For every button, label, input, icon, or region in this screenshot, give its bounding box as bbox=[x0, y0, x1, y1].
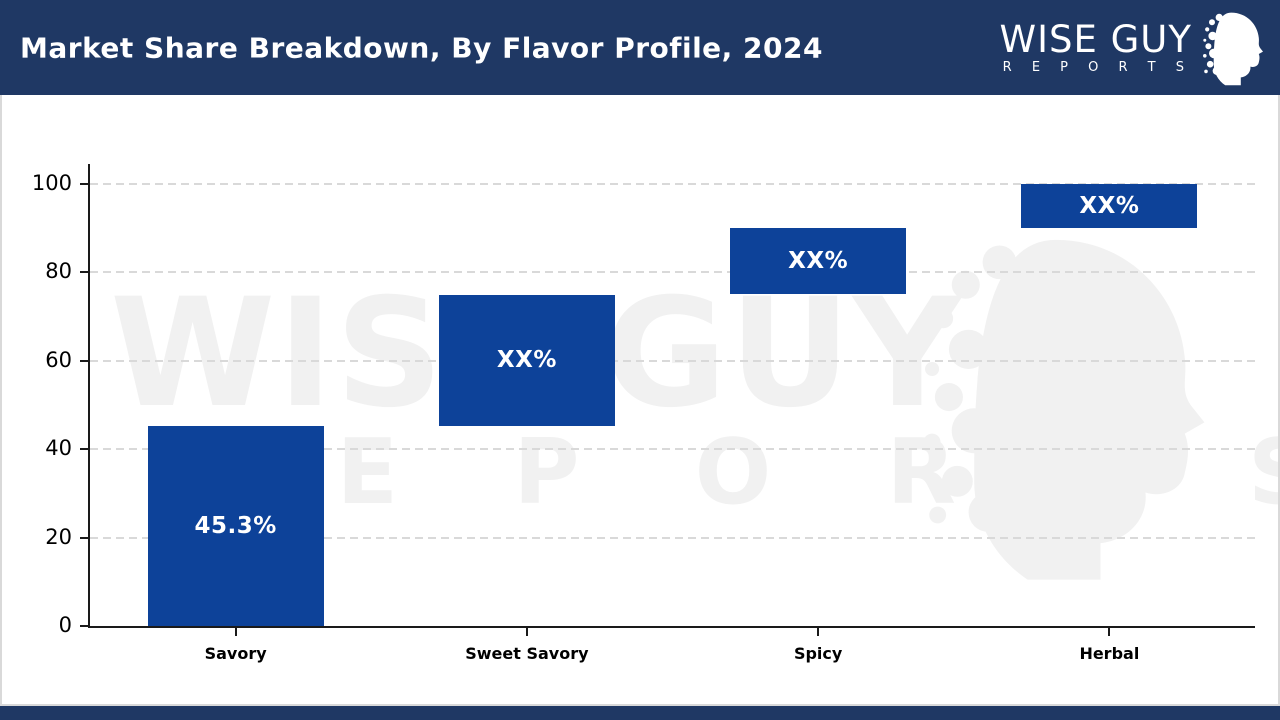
bar-sweet-savory: XX% bbox=[438, 294, 615, 426]
plot: 0 20 40 60 80 100 45.3% Savory XX% Sweet Savory XX… bbox=[2, 95, 1278, 704]
y-tick-label-80: 80 bbox=[45, 259, 72, 284]
gridline-100 bbox=[90, 183, 1255, 185]
y-tickmark-100 bbox=[80, 183, 88, 185]
head-silhouette-icon bbox=[1194, 8, 1266, 88]
bar-value-label-herbal: XX% bbox=[1079, 193, 1140, 220]
category-label-herbal: Herbal bbox=[1079, 644, 1140, 663]
chart-area: WISE GUY R E P O R T S 0 20 40 60 80 100 45.3%… bbox=[0, 95, 1280, 706]
x-tickmark-herbal bbox=[1108, 628, 1111, 636]
y-axis bbox=[88, 164, 90, 628]
x-tickmark-savory bbox=[234, 628, 237, 636]
footer-bar bbox=[0, 706, 1280, 720]
category-label-spicy: Spicy bbox=[793, 644, 843, 663]
bar-savory: 45.3% bbox=[147, 425, 324, 626]
category-label-sweet-savory: Sweet Savory bbox=[465, 644, 589, 663]
y-tick-label-60: 60 bbox=[45, 347, 72, 372]
y-tick-label-100: 100 bbox=[31, 171, 72, 195]
bar-value-label-spicy: XX% bbox=[788, 248, 849, 275]
gridline-80 bbox=[90, 271, 1255, 274]
x-axis bbox=[88, 626, 1255, 628]
gridline-20 bbox=[90, 536, 1255, 539]
y-tickmark-20 bbox=[80, 536, 88, 539]
x-tickmark-sweet-savory bbox=[525, 628, 528, 636]
bar-herbal: XX% bbox=[1021, 184, 1198, 229]
logo-subtitle: R E P O R T S bbox=[1002, 60, 1192, 76]
category-label-savory: Savory bbox=[204, 644, 267, 663]
y-tick-label-0: 0 bbox=[58, 613, 72, 637]
bar-value-label-savory: 45.3% bbox=[194, 512, 277, 539]
y-tickmark-0 bbox=[80, 625, 88, 627]
y-tick-label-40: 40 bbox=[45, 436, 72, 461]
y-tick-label-20: 20 bbox=[45, 524, 72, 549]
logo-wordmark: WISE GUY bbox=[999, 17, 1192, 61]
wise-guy-logo: WISE GUY R E P O R T S bbox=[1000, 8, 1266, 88]
bar-value-label-sweet-savory: XX% bbox=[496, 347, 557, 374]
header: Market Share Breakdown, By Flavor Profil… bbox=[0, 0, 1280, 95]
gridline-40 bbox=[90, 448, 1255, 451]
y-tickmark-80 bbox=[80, 271, 88, 274]
y-tickmark-40 bbox=[80, 448, 88, 451]
gridline-60 bbox=[90, 359, 1255, 362]
page-title: Market Share Breakdown, By Flavor Profil… bbox=[20, 31, 823, 64]
logo-text: WISE GUY R E P O R T S bbox=[999, 17, 1192, 76]
x-tickmark-spicy bbox=[817, 628, 820, 636]
bar-spicy: XX% bbox=[730, 228, 907, 295]
y-tickmark-60 bbox=[80, 359, 88, 362]
